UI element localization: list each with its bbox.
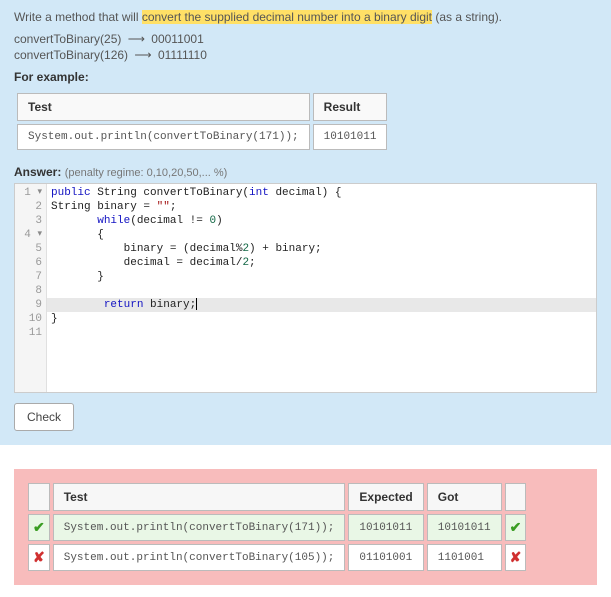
sample-1: convertToBinary(25) ⟶ 00011001 — [14, 32, 597, 46]
line-number: 6 — [35, 257, 42, 269]
answer-label: Answer: — [14, 165, 61, 179]
check-button[interactable]: Check — [14, 403, 74, 431]
results-table: Test Expected Got ✔ System.out.println(c… — [25, 480, 529, 574]
cross-icon: ✘ — [33, 549, 45, 565]
line-number: 10 — [29, 313, 42, 325]
fold-icon[interactable]: ▾ — [37, 229, 42, 239]
prompt-pre: Write a method that will — [14, 10, 142, 24]
sample-output: 00011001 — [151, 32, 204, 46]
tick-icon: ✔ — [33, 519, 45, 535]
for-example-label: For example: — [14, 70, 597, 84]
fold-icon[interactable]: ▾ — [37, 187, 42, 197]
code-editor[interactable]: 1 ▾ 2 3 4 ▾ 5 6 7 8 9 10 11 public Strin… — [14, 183, 597, 393]
example-cell-test: System.out.println(convertToBinary(171))… — [17, 124, 310, 150]
results-header-expected: Expected — [348, 483, 423, 511]
results-header-test: Test — [53, 483, 346, 511]
line-number: 8 — [35, 285, 42, 297]
line-number: 5 — [35, 243, 42, 255]
arrow-icon: ⟶ — [128, 32, 145, 46]
penalty-text: (penalty regime: 0,10,20,50,... %) — [65, 167, 228, 179]
results-cell-got: 10101011 — [427, 514, 502, 541]
prompt-post: (as a string). — [432, 10, 502, 24]
line-number: 11 — [29, 327, 42, 339]
sample-2: convertToBinary(126) ⟶ 01111110 — [14, 48, 597, 62]
example-header-result: Result — [313, 93, 388, 121]
example-header-test: Test — [17, 93, 310, 121]
sample-output: 01111110 — [158, 48, 207, 62]
results-cell-expected: 10101011 — [348, 514, 423, 541]
example-cell-result: 10101011 — [313, 124, 388, 150]
line-number: 1 — [24, 187, 31, 199]
line-number: 9 — [35, 299, 42, 311]
line-number: 3 — [35, 215, 42, 227]
line-number: 2 — [35, 201, 42, 213]
answer-label-row: Answer: (penalty regime: 0,10,20,50,... … — [14, 165, 597, 179]
question-prompt: Write a method that will convert the sup… — [14, 10, 597, 24]
code-content[interactable]: public String convertToBinary(int decima… — [51, 186, 596, 326]
cursor — [196, 298, 197, 310]
results-header-mark — [505, 483, 527, 511]
results-header-got: Got — [427, 483, 502, 511]
results-row-pass: ✔ System.out.println(convertToBinary(171… — [28, 514, 526, 541]
sample-call: convertToBinary(126) — [14, 48, 128, 62]
arrow-icon: ⟶ — [134, 48, 151, 62]
results-panel: Test Expected Got ✔ System.out.println(c… — [14, 469, 597, 585]
sample-call: convertToBinary(25) — [14, 32, 121, 46]
example-table: Test Result System.out.println(convertTo… — [14, 90, 390, 153]
editor-gutter: 1 ▾ 2 3 4 ▾ 5 6 7 8 9 10 11 — [15, 184, 47, 392]
line-number: 7 — [35, 271, 42, 283]
line-number: 4 — [24, 229, 31, 241]
prompt-highlight: convert the supplied decimal number into… — [142, 10, 432, 24]
results-cell-test: System.out.println(convertToBinary(171))… — [53, 514, 346, 541]
results-header-status — [28, 483, 50, 511]
tick-icon: ✔ — [510, 519, 522, 535]
cross-icon: ✘ — [510, 549, 522, 565]
